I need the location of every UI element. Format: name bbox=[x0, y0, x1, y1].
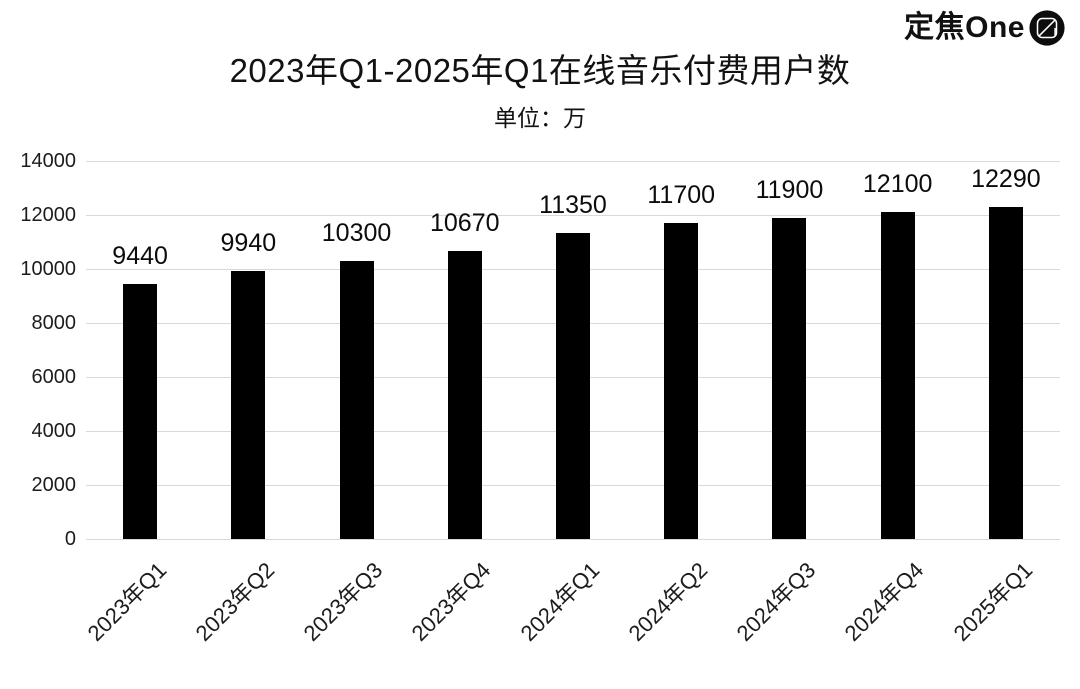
bar bbox=[556, 232, 590, 539]
y-axis-tick-label: 10000 bbox=[20, 258, 76, 280]
chart-subtitle: 单位：万 bbox=[494, 105, 586, 131]
bar bbox=[231, 270, 266, 539]
x-axis-tick-label: 2023年Q3 bbox=[298, 557, 388, 646]
bar-value-label: 9940 bbox=[220, 228, 277, 257]
bar-value-label: 11700 bbox=[647, 181, 716, 210]
focus-frame-icon bbox=[1029, 10, 1065, 46]
y-axis-tick-label: 2000 bbox=[31, 474, 77, 496]
gridline bbox=[86, 538, 1060, 540]
bar bbox=[664, 223, 699, 539]
x-axis-tick-label: 2024年Q4 bbox=[840, 557, 929, 646]
brand-logo: 定焦One bbox=[904, 8, 1066, 48]
bar-value-label: 11350 bbox=[539, 190, 607, 219]
gridline bbox=[86, 160, 1060, 162]
bar bbox=[772, 217, 807, 539]
brand-name: 定焦One bbox=[904, 11, 1025, 44]
x-axis-tick-label: 2023年Q2 bbox=[190, 557, 280, 646]
bar bbox=[447, 250, 482, 539]
x-axis-tick-label: 2024年Q3 bbox=[731, 557, 821, 646]
bar-value-label: 10300 bbox=[321, 218, 392, 247]
bar bbox=[123, 284, 158, 539]
x-axis-tick-label: 2025年Q1 bbox=[948, 557, 1037, 646]
y-axis-tick-label: 4000 bbox=[31, 420, 77, 442]
x-axis-tick-label: 2024年Q1 bbox=[515, 557, 604, 646]
bar-value-label: 10670 bbox=[430, 208, 500, 237]
bar bbox=[339, 260, 374, 539]
bar bbox=[880, 212, 915, 539]
x-axis-tick-label: 2023年Q1 bbox=[82, 557, 172, 646]
bar-value-label: 12290 bbox=[971, 165, 1041, 194]
y-axis-tick-label: 14000 bbox=[20, 150, 76, 172]
y-axis-tick-label: 0 bbox=[64, 528, 76, 550]
chart-title: 2023年Q1-2025年Q1在线音乐付费用户数 bbox=[229, 52, 851, 89]
y-axis-tick-label: 6000 bbox=[31, 366, 77, 388]
bar-value-label: 11900 bbox=[755, 175, 824, 204]
bar-value-label: 12100 bbox=[862, 170, 933, 199]
bar-value-label: 9440 bbox=[112, 242, 168, 271]
y-axis-tick-label: 12000 bbox=[20, 204, 76, 226]
x-axis-tick-label: 2023年Q4 bbox=[407, 557, 496, 646]
x-axis-tick-label: 2024年Q2 bbox=[623, 557, 713, 646]
gridline bbox=[86, 214, 1060, 216]
y-axis-tick-label: 8000 bbox=[31, 312, 77, 334]
bar bbox=[988, 207, 1023, 539]
